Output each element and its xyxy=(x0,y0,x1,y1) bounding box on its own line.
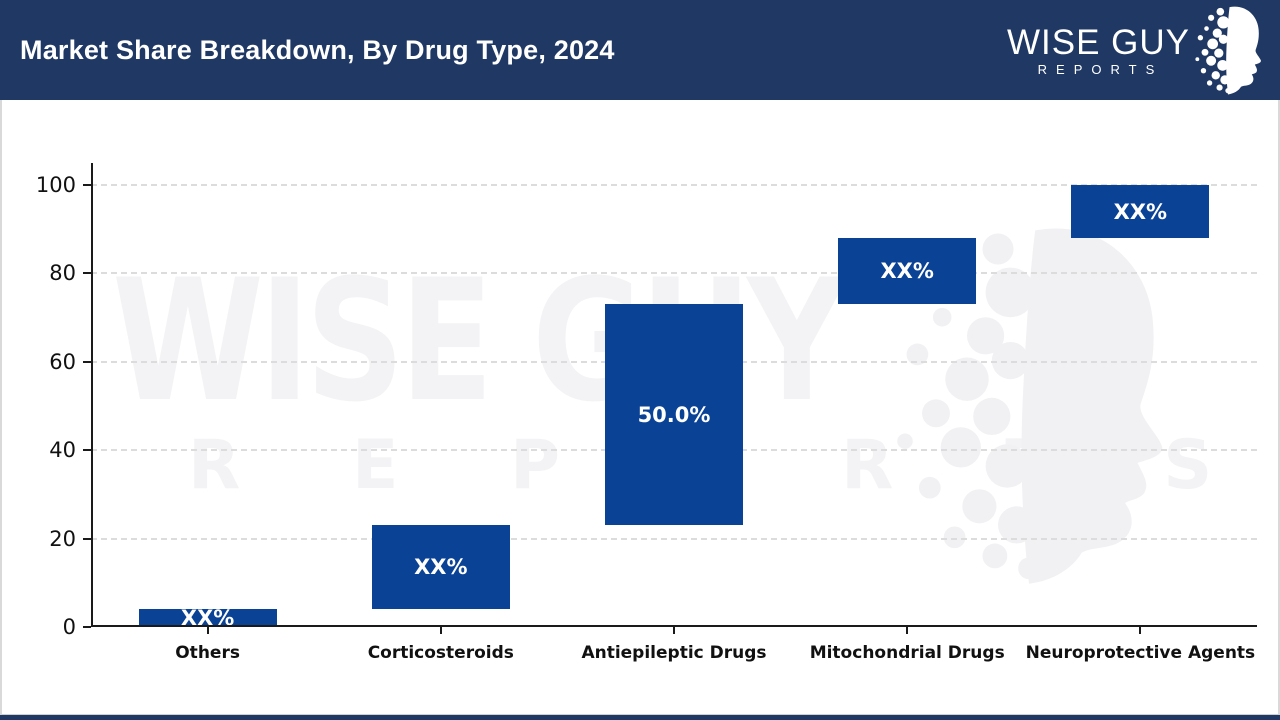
x-tick-mark xyxy=(673,627,675,634)
plot: 0 20 40 60 80 100 XX% Others XX% Corticosteroids 5… xyxy=(2,100,1278,714)
x-category-label: Corticosteroids xyxy=(367,643,514,663)
gridline xyxy=(91,272,1257,275)
x-category-label: Neuroprotective Agents xyxy=(1025,643,1256,663)
gridline xyxy=(91,537,1257,540)
logo-subtext: REPORTS xyxy=(1037,61,1164,77)
bar: XX% xyxy=(371,525,510,610)
y-tick-mark xyxy=(83,272,91,275)
y-tick-mark xyxy=(83,626,91,628)
bar-value-label: 50.0% xyxy=(637,402,711,427)
bar-value-label: XX% xyxy=(1113,199,1168,224)
bar: XX% xyxy=(838,238,977,305)
x-tick-mark xyxy=(1139,627,1142,634)
y-tick-label: 40 xyxy=(49,438,76,463)
x-category-label: Mitochondrial Drugs xyxy=(809,643,1005,663)
y-tick-mark xyxy=(83,537,91,540)
x-tick-mark xyxy=(439,627,442,634)
x-category-label: Others xyxy=(175,643,240,663)
y-tick-mark xyxy=(83,360,91,363)
x-tick-mark xyxy=(206,627,209,634)
wise-guy-logo: WISE GUY REPORTS xyxy=(1007,0,1272,100)
gridline xyxy=(91,184,1257,186)
bar-value-label: XX% xyxy=(414,555,468,580)
x-tick-mark xyxy=(906,627,909,634)
y-tick-mark xyxy=(83,449,91,452)
bar-value-label: XX% xyxy=(880,259,934,284)
x-category-label: Antiepileptic Drugs xyxy=(581,643,767,663)
axes-frame xyxy=(91,163,1257,627)
bar: 50.0% xyxy=(605,304,743,526)
logo-wordmark: WISE GUY xyxy=(1006,22,1190,62)
y-tick-label: 100 xyxy=(35,173,76,197)
bottom-bar xyxy=(0,715,1280,720)
bar: XX% xyxy=(1071,185,1210,239)
logo-head-icon xyxy=(1195,6,1261,95)
chart-area: WISE GUY R E P O R T S 020406080100XX%Ot… xyxy=(0,100,1280,715)
y-tick-label: 20 xyxy=(49,526,76,551)
page-title: Market Share Breakdown, By Drug Type, 20… xyxy=(20,34,615,65)
y-tick-mark xyxy=(83,184,91,186)
logo-text: WISE GUY REPORTS xyxy=(1007,25,1190,76)
y-tick-label: 80 xyxy=(49,261,76,286)
y-tick-label: 0 xyxy=(62,615,76,639)
header: Market Share Breakdown, By Drug Type, 20… xyxy=(0,0,1280,100)
y-tick-label: 60 xyxy=(49,349,76,374)
